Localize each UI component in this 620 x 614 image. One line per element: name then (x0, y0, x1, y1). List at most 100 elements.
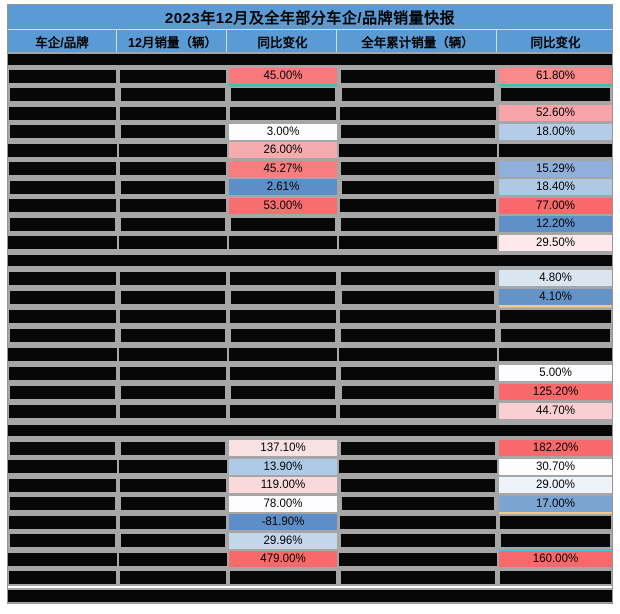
cell-brand-redacted (8, 86, 117, 103)
cell-brand-redacted (8, 270, 117, 286)
cell-year-sales-redacted (339, 495, 497, 512)
redaction-bar (340, 478, 496, 492)
redaction-bar (120, 366, 226, 380)
cell-dec-yoy (229, 327, 337, 343)
redaction-bar (342, 290, 494, 304)
table-row: 2.61% 18.40% (8, 179, 612, 195)
redaction-bar (120, 478, 226, 492)
table-row: 45.00% 61.80% (8, 68, 612, 84)
cell-dec-sales-redacted (119, 160, 227, 177)
redaction-bar (120, 271, 226, 285)
redaction-bar (119, 460, 227, 473)
report-title: 2023年12月及全年部分车企/品牌销量快报 (8, 5, 612, 30)
cell-dec-sales-redacted (119, 86, 227, 103)
cell-year-yoy: 61.80% (499, 68, 612, 84)
redaction-bar (121, 290, 225, 304)
cell-brand-redacted (8, 495, 117, 512)
redaction-bar (8, 236, 117, 249)
cell-dec-yoy: 45.27% (229, 160, 337, 177)
cell-brand-redacted (8, 142, 117, 158)
cell-dec-yoy (229, 346, 337, 362)
cell-dec-yoy (229, 365, 337, 381)
cell-dec-yoy: 53.00% (229, 197, 337, 214)
cell-year-yoy: 18.40% (499, 179, 612, 195)
cell-year-yoy (499, 569, 612, 586)
redaction-bar (500, 328, 611, 342)
redaction-bar (339, 199, 497, 212)
column-header-brand: 车企/品牌 (8, 30, 117, 52)
cell-dec-yoy (229, 105, 337, 121)
cell-year-sales-redacted (339, 477, 497, 493)
redaction-bar (8, 106, 117, 120)
cell-year-yoy: 52.60% (499, 105, 612, 121)
cell-brand-redacted (8, 327, 117, 343)
redaction-bar (9, 571, 116, 584)
redaction-bar (119, 143, 227, 157)
redaction-bar (119, 309, 227, 323)
cell-dec-sales-redacted (119, 551, 227, 567)
cell-brand-redacted (8, 123, 117, 140)
cell-year-sales-redacted (339, 346, 497, 362)
table-row: 44.70% (8, 403, 612, 419)
redaction-bar (229, 347, 337, 361)
cell-year-sales-redacted (339, 384, 497, 400)
cell-brand-redacted (8, 68, 117, 84)
table-row: 4.80% (8, 270, 612, 286)
cell-year-sales-redacted (339, 551, 497, 567)
redaction-bar (342, 385, 494, 399)
redaction-bar (339, 143, 497, 157)
redaction-bar (229, 106, 337, 120)
redaction-bar (120, 441, 226, 455)
redaction-bar (339, 309, 497, 323)
cell-dec-sales-redacted (119, 327, 227, 343)
cell-year-yoy: 5.00% (499, 365, 612, 381)
cell-year-sales-redacted (339, 365, 497, 381)
cell-year-sales-redacted (339, 216, 497, 232)
cell-dec-yoy (229, 569, 337, 586)
cell-dec-sales-redacted (119, 384, 227, 400)
table-row: 479.00% 160.00% (8, 551, 612, 567)
redaction-bar (339, 515, 497, 529)
cell-dec-yoy (229, 86, 337, 103)
redaction-bar (9, 125, 116, 138)
redaction-bar (120, 162, 226, 175)
redaction-bar (9, 217, 116, 231)
cell-brand-redacted (8, 569, 117, 586)
cell-dec-sales-redacted (119, 346, 227, 362)
cell-brand-redacted (8, 365, 117, 381)
section-header-redacted (8, 422, 612, 438)
redaction-bar (8, 589, 612, 602)
table-row: 4.10% (8, 289, 612, 305)
redaction-bar (231, 290, 335, 304)
table-row (8, 327, 612, 343)
table-header-row: 车企/品牌 12月销量（辆） 同比变化 全年累计销量（辆） 同比变化 (8, 30, 612, 52)
redaction-bar (500, 571, 611, 584)
cell-dec-yoy (229, 234, 337, 251)
redaction-bar (8, 552, 117, 566)
cell-dec-sales-redacted (119, 308, 227, 324)
cell-dec-yoy (229, 403, 337, 419)
redaction-bar (119, 106, 227, 120)
cell-year-yoy: 15.29% (499, 160, 612, 177)
cell-year-yoy: 18.00% (499, 123, 612, 140)
redaction-bar (120, 217, 226, 231)
redaction-bar (8, 424, 612, 436)
cell-year-sales-redacted (339, 289, 497, 305)
redaction-bar (121, 385, 225, 399)
redaction-bar (120, 125, 226, 138)
cell-dec-sales-redacted (119, 514, 227, 530)
cell-year-sales-redacted (339, 308, 497, 324)
cell-dec-sales-redacted (119, 495, 227, 512)
cell-dec-sales-redacted (119, 216, 227, 232)
cell-year-yoy (499, 86, 612, 103)
cell-year-yoy (499, 346, 612, 362)
redaction-bar (9, 534, 116, 547)
table-row: 13.90% 30.70% (8, 458, 612, 475)
redaction-bar (9, 271, 116, 285)
redaction-bar (341, 441, 495, 455)
cell-dec-yoy: 2.61% (229, 179, 337, 195)
redaction-bar (10, 497, 115, 510)
table-row: 52.60% (8, 105, 612, 121)
cell-year-yoy: 30.70% (499, 458, 612, 475)
cell-dec-yoy: 29.96% (229, 532, 337, 549)
